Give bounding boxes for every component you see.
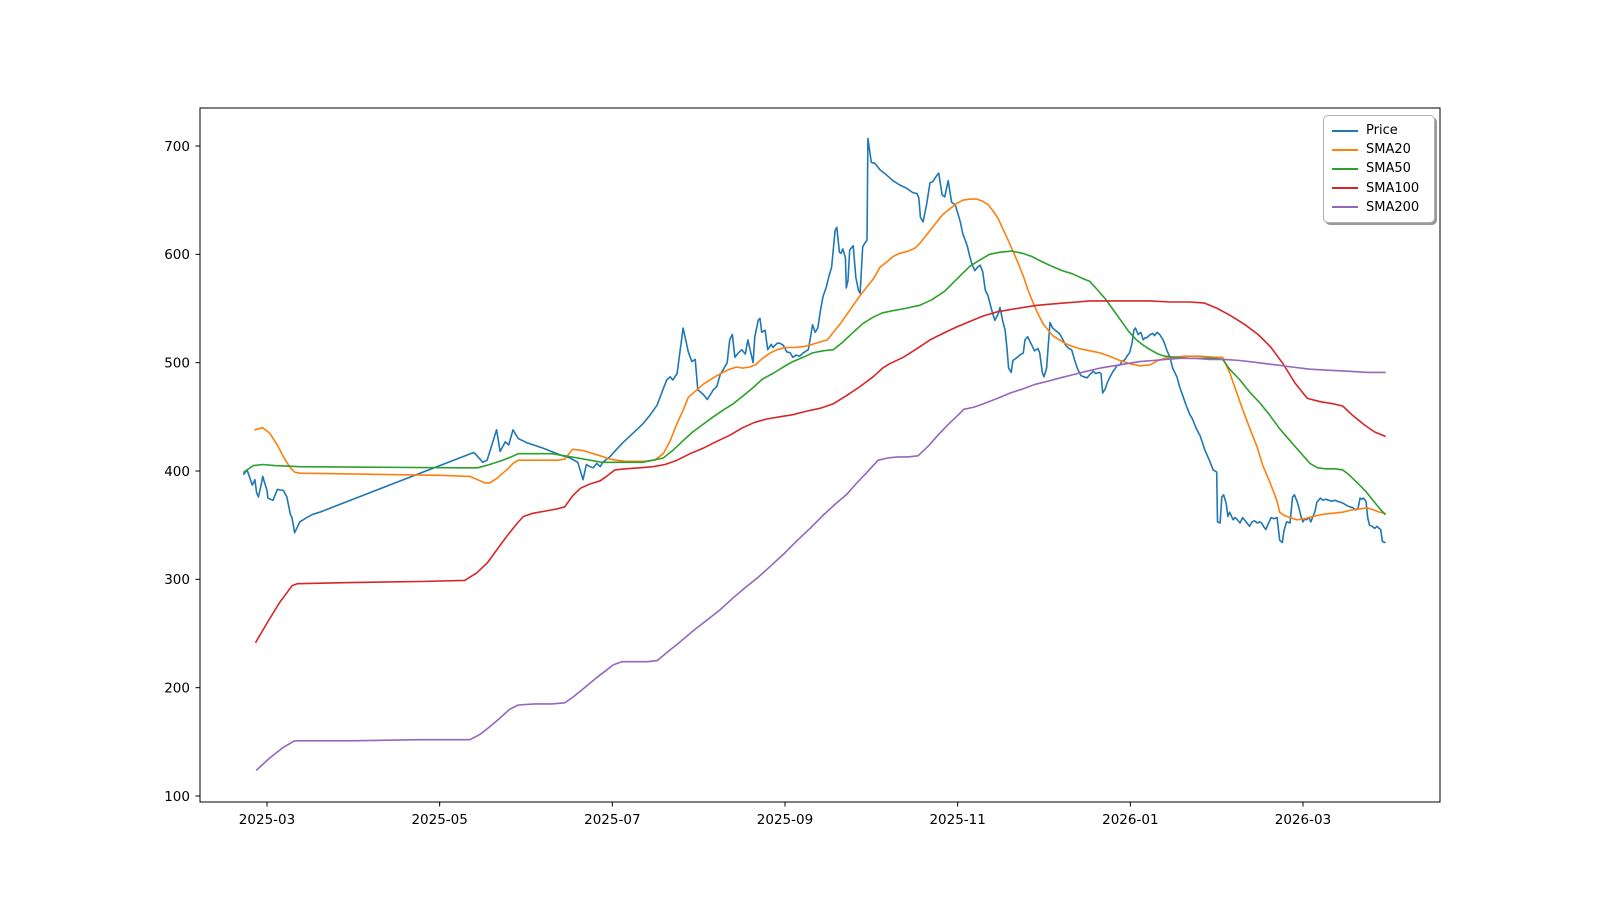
legend: Price SMA20 SMA50 SMA100 SMA200 bbox=[1323, 115, 1435, 223]
series-line-sma200 bbox=[255, 357, 1386, 771]
y-tick-label: 600 bbox=[164, 247, 190, 263]
legend-label: SMA50 bbox=[1366, 161, 1411, 177]
x-tick-label: 2025-07 bbox=[584, 812, 640, 828]
legend-line-sample-icon bbox=[1332, 206, 1358, 209]
legend-label: Price bbox=[1366, 123, 1398, 139]
legend-entry-sma50: SMA50 bbox=[1332, 160, 1426, 178]
legend-entry-sma200: SMA200 bbox=[1332, 198, 1426, 216]
legend-label: SMA100 bbox=[1366, 180, 1420, 196]
x-tick-label: 2026-01 bbox=[1102, 812, 1158, 828]
x-tick-label: 2025-09 bbox=[757, 812, 813, 828]
series-line-price bbox=[242, 137, 1386, 544]
series-line-sma20 bbox=[254, 198, 1386, 521]
legend-entry-sma20: SMA20 bbox=[1332, 141, 1426, 159]
y-tick-label: 300 bbox=[164, 572, 190, 588]
x-tick-label: 2026-03 bbox=[1275, 812, 1331, 828]
y-tick-label: 200 bbox=[164, 680, 190, 696]
legend-line-sample-icon bbox=[1332, 167, 1358, 170]
y-tick-label: 400 bbox=[164, 464, 190, 480]
legend-label: SMA200 bbox=[1366, 199, 1420, 215]
y-tick-label: 100 bbox=[164, 789, 190, 805]
series-line-sma50 bbox=[242, 250, 1386, 516]
legend-label: SMA20 bbox=[1366, 142, 1411, 158]
x-tick-label: 2025-05 bbox=[411, 812, 467, 828]
legend-entry-sma100: SMA100 bbox=[1332, 179, 1426, 197]
legend-line-sample-icon bbox=[1332, 148, 1358, 151]
legend-line-sample-icon bbox=[1332, 129, 1358, 132]
plot-area bbox=[199, 107, 1441, 803]
x-tick-label: 2025-03 bbox=[239, 812, 295, 828]
x-tick-label: 2025-11 bbox=[929, 812, 985, 828]
legend-line-sample-icon bbox=[1332, 187, 1358, 190]
legend-entry-price: Price bbox=[1332, 122, 1426, 140]
y-tick-label: 700 bbox=[164, 139, 190, 155]
series-line-sma100 bbox=[255, 300, 1386, 644]
y-tick-label: 500 bbox=[164, 355, 190, 371]
